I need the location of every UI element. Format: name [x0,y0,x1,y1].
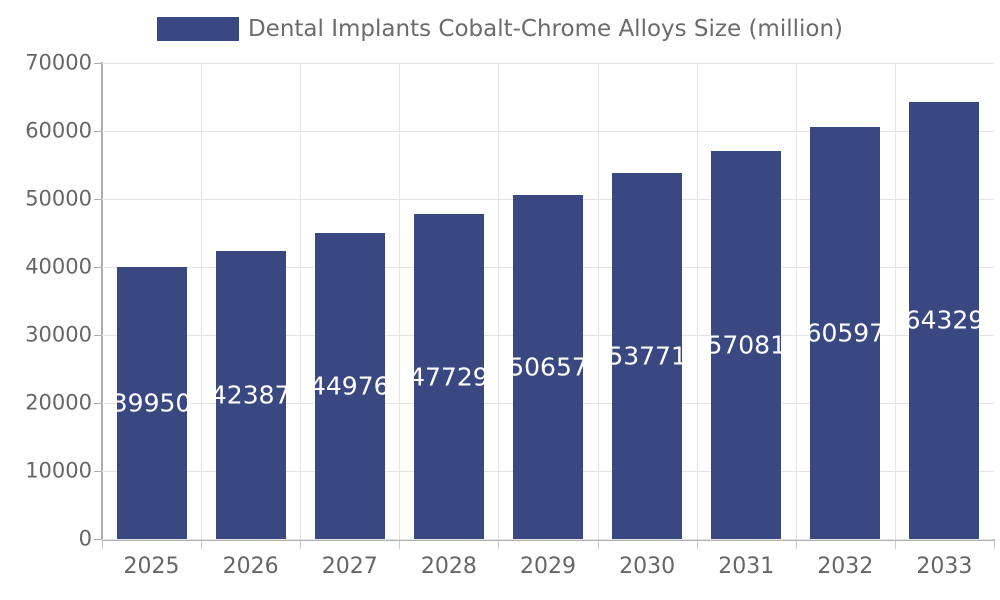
bar[interactable]: 42387 [211,250,290,539]
x-axis-tick-mark [399,541,401,549]
bar-value-label: 53771 [607,341,687,371]
x-axis-tick-label: 2032 [817,554,874,579]
gridline-horizontal [102,63,994,64]
y-axis-tick-mark [94,199,102,200]
legend-item-dental-implants[interactable]: Dental Implants Cobalt-Chrome Alloys Siz… [156,15,844,42]
bar[interactable]: 60597 [806,126,885,539]
bar-fill [909,101,980,539]
bar-value-label: 57081 [706,330,786,360]
y-axis-tick-mark [94,63,102,64]
y-axis-labels: 0 10000 20000 30000 40000 50000 60000 70000 [0,52,92,549]
x-axis-tick-label: 2027 [321,554,378,579]
bar-value-label: 44976 [310,371,390,401]
gridline-vertical [598,63,599,539]
y-axis-tick-label: 50000 [25,186,92,211]
bar-fill [711,150,782,539]
y-axis-tick-mark [94,131,102,132]
y-axis-tick-label: 70000 [25,50,92,75]
gridline-vertical [498,63,499,539]
x-axis-tick-label: 2030 [619,554,676,579]
bar-fill [116,267,187,539]
y-axis-tick-label: 30000 [25,322,92,347]
bar-value-label: 42387 [210,380,291,410]
x-axis-tick-mark [894,541,896,549]
x-axis-tick-mark [597,541,599,549]
gridline-vertical [399,63,400,539]
x-axis-tick-mark [498,541,500,549]
bar[interactable]: 64329 [905,101,984,539]
x-axis-tick-label: 2031 [718,554,775,579]
bar-fill [413,214,484,539]
x-axis-tick-mark [102,541,103,549]
gridline-vertical [697,63,698,539]
bar-fill [612,173,683,539]
bar-value-label: 47729 [409,362,489,392]
y-axis-tick-label: 40000 [25,254,92,279]
y-axis-tick-label: 0 [78,526,92,551]
x-axis-tick-mark [201,541,203,549]
x-axis-tick-mark [795,541,797,549]
chart-legend: Dental Implants Cobalt-Chrome Alloys Siz… [0,0,1000,58]
gridline-vertical [300,63,301,539]
y-axis-tick-mark [94,335,102,336]
gridline-vertical [895,63,896,539]
bar-fill [314,233,385,539]
x-axis-tick-mark [300,541,302,549]
x-axis-tick-mark [696,541,698,549]
y-axis-tick-mark [94,267,102,268]
bar[interactable]: 57081 [706,150,786,539]
gridline-vertical [796,63,797,539]
bar[interactable]: 44976 [310,233,390,539]
x-axis-tick-label: 2025 [123,554,180,579]
bar-value-label: 50657 [508,352,588,382]
x-axis-tick-label: 2028 [420,554,477,579]
legend-item-label: Dental Implants Cobalt-Chrome Alloys Siz… [247,15,844,42]
bar-value-label: 64329 [904,305,985,335]
bar[interactable]: 39950 [112,267,191,539]
plot-area: 39950 42387 44976 47729 50657 53771 57081 60597… [102,63,994,540]
bar-value-label: 39950 [111,388,192,418]
x-axis-tick-label: 2033 [916,554,973,579]
bar-fill [215,250,286,539]
legend-swatch-icon [156,17,239,41]
x-axis-tick-label: 2029 [519,554,576,579]
x-axis-tick-mark [994,541,995,549]
x-axis-tick-label: 2026 [222,554,279,579]
bar-fill [513,194,583,539]
y-axis-tick-label: 20000 [25,390,92,415]
y-axis-tick-mark [94,539,102,540]
gridline-vertical [201,63,202,539]
y-axis-tick-label: 10000 [25,458,92,483]
x-axis-line [102,539,995,541]
y-axis-tick-label: 60000 [25,118,92,143]
gridline-horizontal [102,539,994,540]
bar-value-label: 60597 [805,318,886,348]
bar[interactable]: 47729 [409,214,489,539]
y-axis-tick-mark [94,403,102,404]
bar[interactable]: 50657 [508,194,588,539]
bar[interactable]: 53771 [607,173,687,539]
y-axis-line [101,62,103,540]
bar-fill [810,126,881,539]
y-axis-tick-mark [94,471,102,472]
gridline-horizontal [102,131,994,132]
